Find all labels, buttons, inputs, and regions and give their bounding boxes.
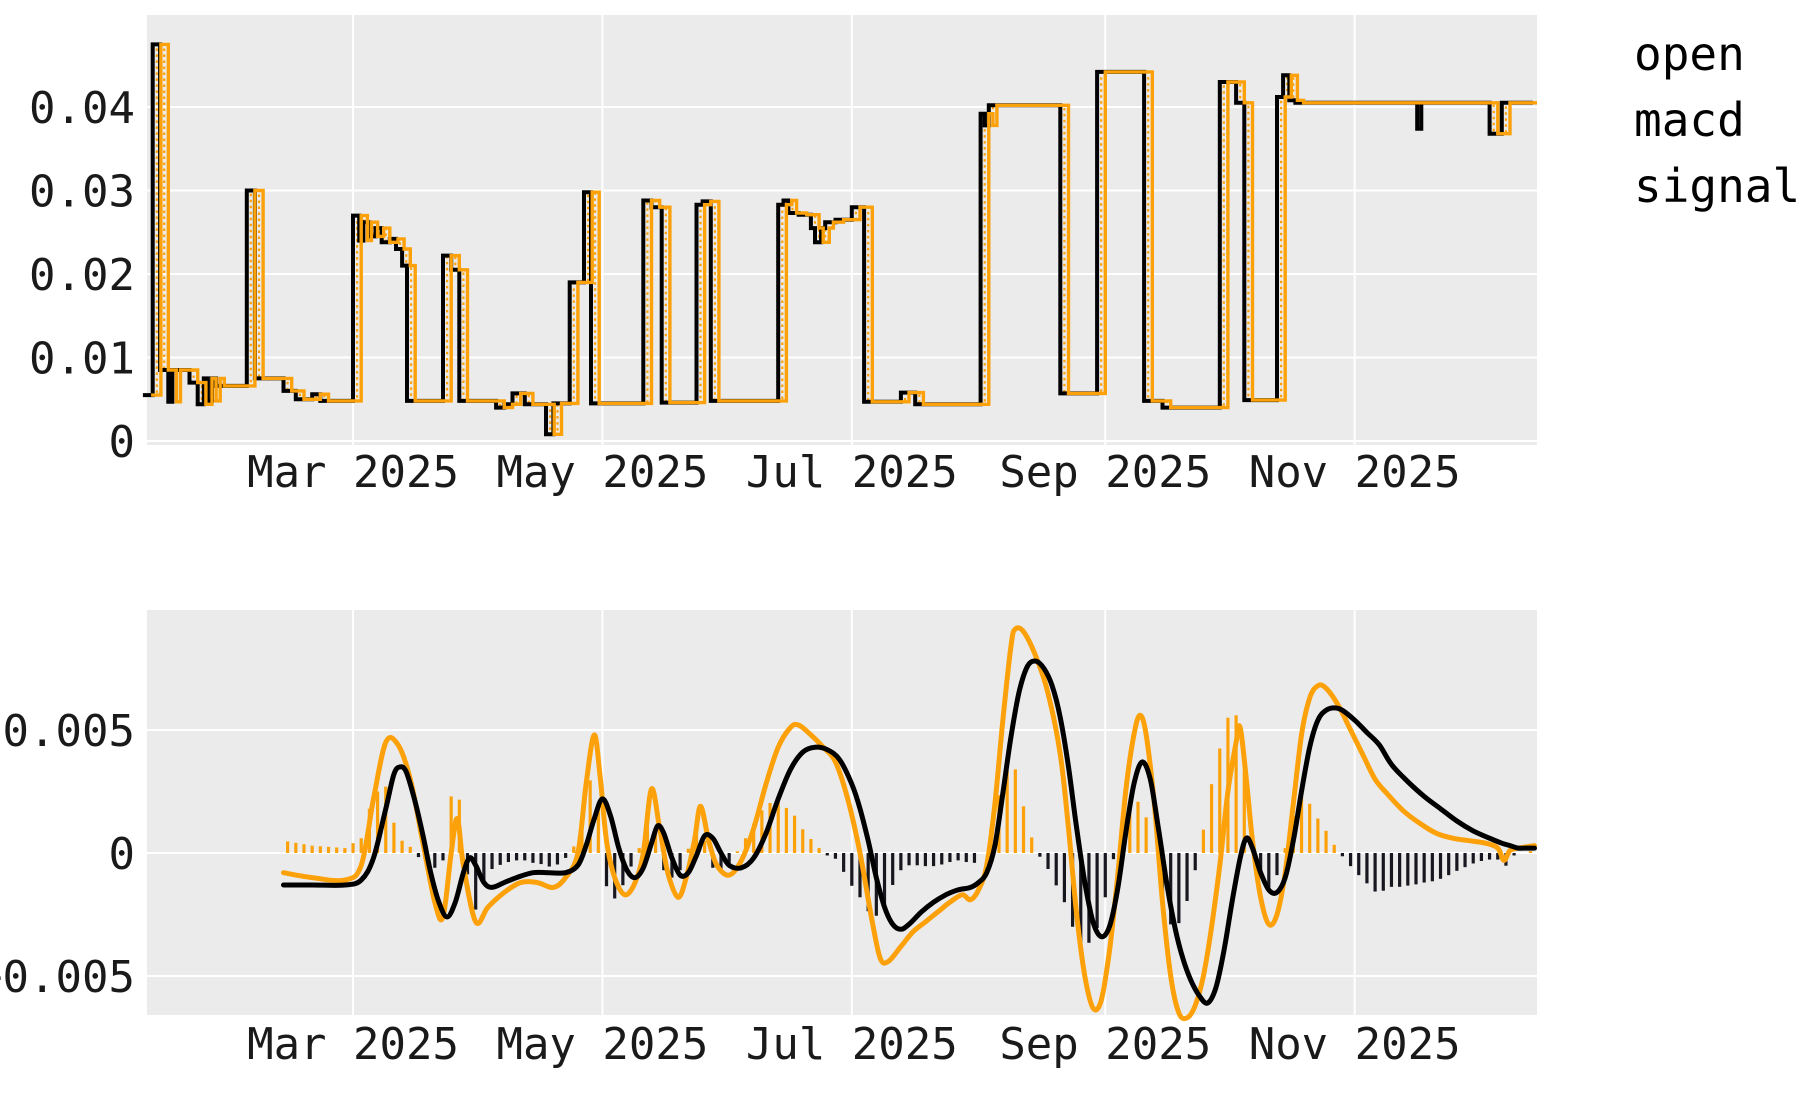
top-y-tick-label: 0.01 — [29, 334, 135, 385]
top-y-tick-label: 0.04 — [29, 83, 135, 134]
bottom-x-tick-label: May 2025 — [496, 1019, 708, 1070]
top-x-tick-label: Mar 2025 — [247, 447, 459, 498]
bottom-plot-area — [147, 610, 1537, 1015]
legend-label-signal: signal — [1634, 159, 1800, 213]
top-y-tick-label: 0 — [109, 417, 136, 468]
legend-entry-macd: macd — [1560, 94, 1800, 146]
top-y-tick-label: 0.02 — [29, 250, 135, 301]
bottom-y-tick-label: −0.005 — [0, 952, 135, 1003]
legend-label-macd: macd — [1634, 93, 1745, 147]
legend-entry-signal: signal — [1560, 160, 1800, 212]
bottom-x-tick-label: Nov 2025 — [1249, 1019, 1461, 1070]
legend-entry-histogram — [1560, 226, 1800, 278]
histogram-swatch-icon — [1560, 243, 1618, 262]
top-x-tick-label: Nov 2025 — [1249, 447, 1461, 498]
bottom-x-tick-label: Mar 2025 — [247, 1019, 459, 1070]
legend-label-open: open — [1634, 27, 1745, 81]
top-signal-line — [142, 42, 1533, 437]
top-y-tick-label: 0.03 — [29, 167, 135, 218]
bottom-x-tick-label: Sep 2025 — [999, 1019, 1211, 1070]
top-macd-line — [151, 42, 1537, 436]
top-x-tick-label: Jul 2025 — [746, 447, 958, 498]
bottom-y-tick-label: 0.005 — [3, 706, 135, 757]
signal-line — [281, 658, 1537, 1006]
bottom-y-tick-label: 0 — [109, 829, 136, 880]
top-x-tick-label: Sep 2025 — [999, 447, 1211, 498]
top-x-tick-label: May 2025 — [496, 447, 708, 498]
legend: open macd signal — [1560, 28, 1800, 278]
bottom-x-tick-label: Jul 2025 — [746, 1019, 958, 1070]
legend-entry-open: open — [1560, 28, 1800, 80]
top-plot-area — [147, 15, 1537, 445]
